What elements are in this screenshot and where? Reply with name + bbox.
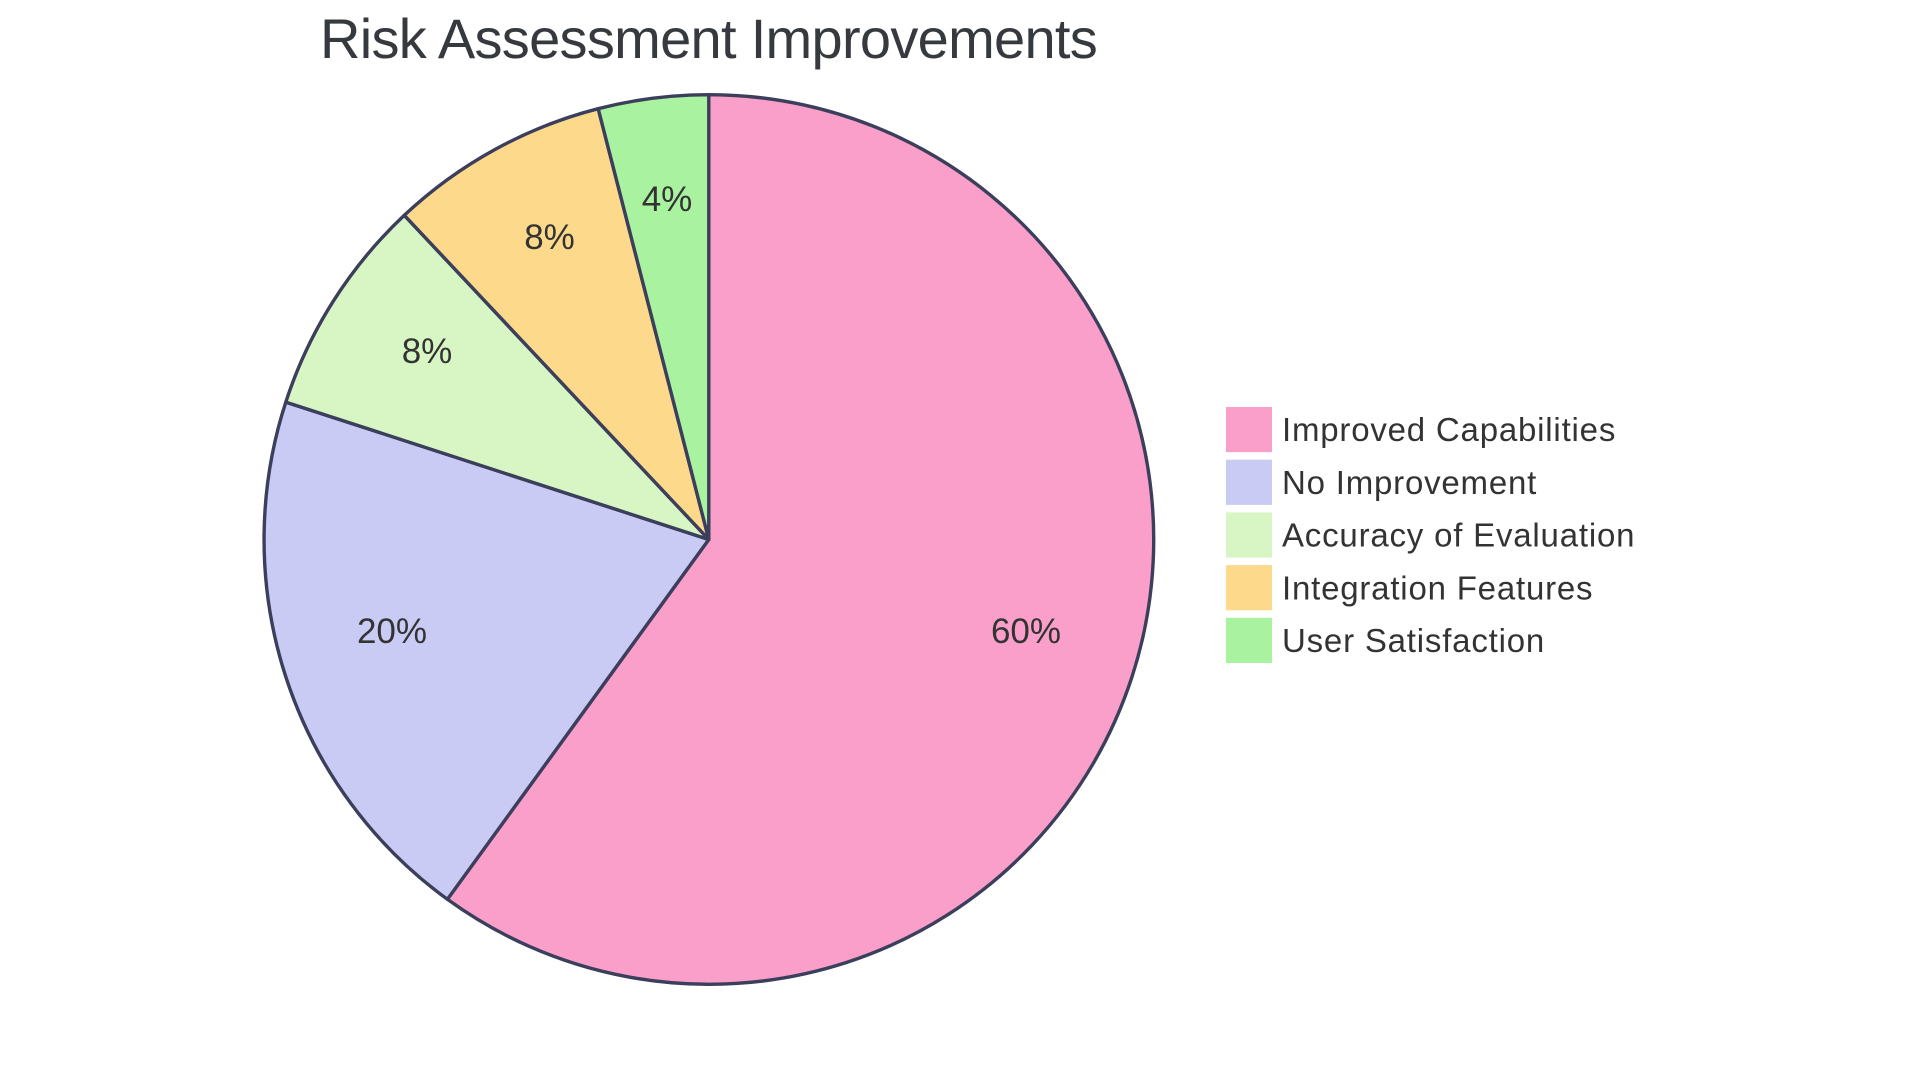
svg-text:User Satisfaction: User Satisfaction xyxy=(1282,622,1545,659)
svg-text:8%: 8% xyxy=(524,218,575,257)
svg-text:Improved Capabilities: Improved Capabilities xyxy=(1282,411,1616,448)
svg-text:8%: 8% xyxy=(402,332,453,371)
svg-text:4%: 4% xyxy=(642,180,693,219)
svg-text:Risk Assessment Improvements: Risk Assessment Improvements xyxy=(320,7,1097,70)
svg-text:Accuracy of Evaluation: Accuracy of Evaluation xyxy=(1282,517,1635,554)
svg-text:No Improvement: No Improvement xyxy=(1282,464,1537,501)
svg-text:60%: 60% xyxy=(991,612,1061,651)
svg-text:20%: 20% xyxy=(357,612,427,651)
svg-text:Integration Features: Integration Features xyxy=(1282,569,1593,606)
